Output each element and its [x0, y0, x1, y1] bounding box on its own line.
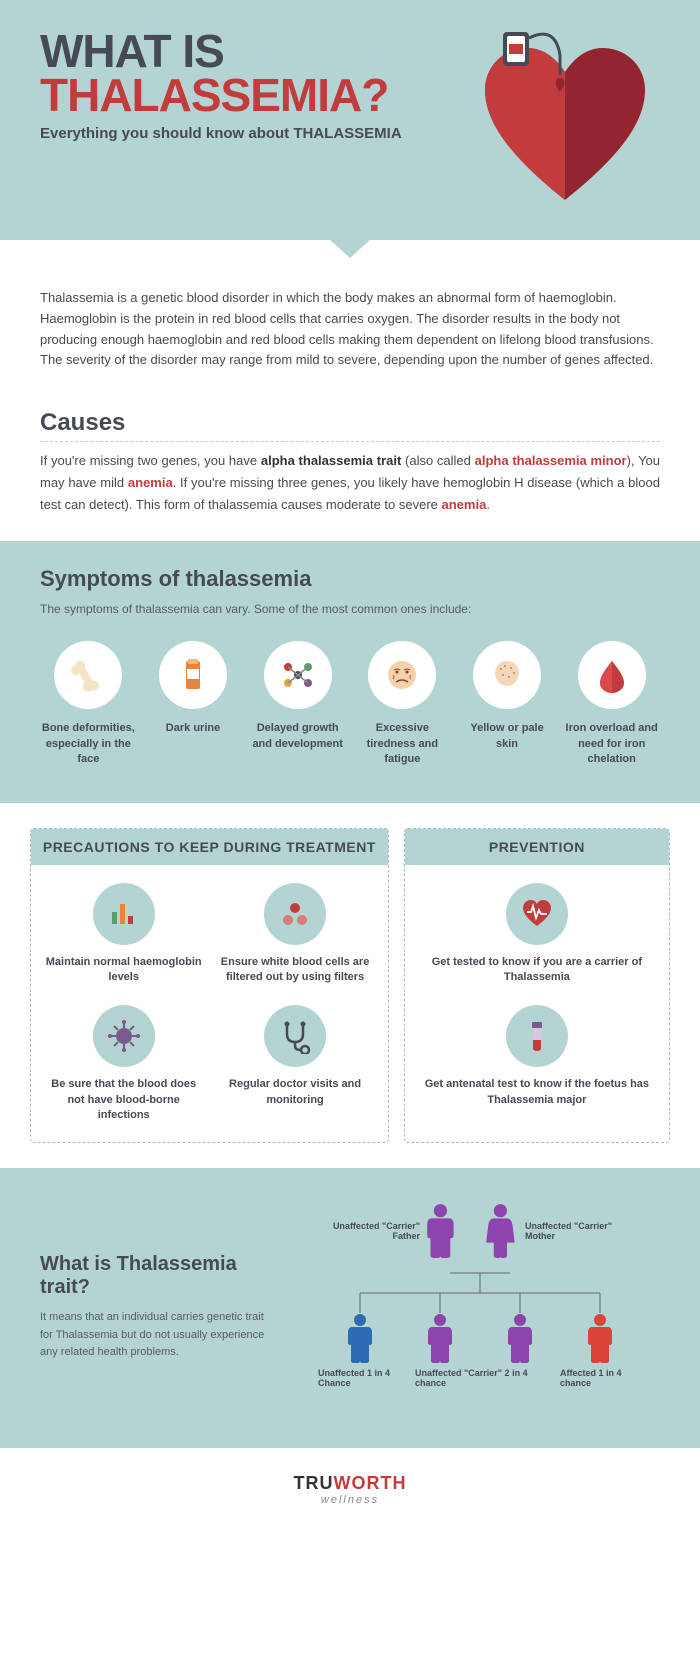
skin-icon: [473, 641, 541, 709]
item-label: Get tested to know if you are a carrier …: [417, 955, 657, 986]
hero-section: WHAT IS THALASSEMIA? Everything you shou…: [0, 0, 700, 240]
prevention-grid: Get tested to know if you are a carrier …: [417, 883, 657, 1109]
prev-grid-item: Get tested to know if you are a carrier …: [417, 883, 657, 986]
sym-grid-item: Delayed growth and development: [249, 641, 346, 767]
footer-logo: TRUWORTH wellness: [0, 1448, 700, 1531]
sym-grid-item: Iron overload and need for iron chelatio…: [563, 641, 660, 767]
symptoms-grid: Bone deformities, especially in the face…: [40, 641, 660, 767]
symptoms-section: Symptoms of thalassemia The symptoms of …: [0, 541, 700, 802]
logo-wellness: wellness: [25, 1494, 675, 1506]
item-label: Dark urine: [145, 721, 242, 736]
item-label: Ensure white blood cells are filtered ou…: [214, 955, 375, 986]
item-label: Yellow or pale skin: [459, 721, 556, 752]
boxes-row: PRECAUTIONS TO KEEP DURING TREATMENT Mai…: [0, 803, 700, 1168]
sym-grid-item: Bone deformities, especially in the face: [40, 641, 137, 767]
item-label: Iron overload and need for iron chelatio…: [563, 721, 660, 767]
title-line2: THALASSEMIA?: [40, 69, 388, 121]
item-label: Maintain normal haemoglobin levels: [43, 955, 204, 986]
logo-worth: WORTH: [334, 1473, 407, 1493]
causes-text: If you're missing two genes, you have al…: [0, 450, 700, 541]
trait-text: It means that an individual carries gene…: [40, 1309, 270, 1362]
item-label: Delayed growth and development: [249, 721, 346, 752]
item-label: Be sure that the blood does not have blo…: [43, 1077, 204, 1123]
growth-icon: [264, 641, 332, 709]
symptoms-sub: The symptoms of thalassemia can vary. So…: [40, 602, 660, 616]
trait-title: What is Thalassemia trait?: [40, 1253, 270, 1299]
tube-icon: [506, 1005, 568, 1067]
precautions-box: PRECAUTIONS TO KEEP DURING TREATMENT Mai…: [30, 828, 389, 1143]
sym-grid-item: Yellow or pale skin: [459, 641, 556, 767]
trait-section: What is Thalassemia trait? It means that…: [0, 1168, 700, 1448]
prevention-box: PREVENTION Get tested to know if you are…: [404, 828, 670, 1143]
bone-icon: [54, 641, 122, 709]
tired-icon: [368, 641, 436, 709]
trait-diagram: Unaffected "Carrier" FatherUnaffected "C…: [300, 1203, 660, 1413]
hearttest-icon: [506, 883, 568, 945]
precautions-title: PRECAUTIONS TO KEEP DURING TREATMENT: [31, 829, 388, 865]
sym-grid-item: Dark urine: [145, 641, 242, 767]
item-label: Excessive tiredness and fatigue: [354, 721, 451, 767]
trait-text-block: What is Thalassemia trait? It means that…: [40, 1253, 270, 1362]
prec-grid-item: Be sure that the blood does not have blo…: [43, 1005, 204, 1123]
prev-grid-item: Get antenatal test to know if the foetus…: [417, 1005, 657, 1108]
bars-icon: [93, 883, 155, 945]
precautions-grid: Maintain normal haemoglobin levels Ensure…: [43, 883, 376, 1124]
item-label: Bone deformities, especially in the face: [40, 721, 137, 767]
virus-icon: [93, 1005, 155, 1067]
urine-icon: [159, 641, 227, 709]
prevention-title: PREVENTION: [405, 829, 669, 865]
intro-text: Thalassemia is a genetic blood disorder …: [0, 258, 700, 391]
prec-grid-item: Maintain normal haemoglobin levels: [43, 883, 204, 986]
steth-icon: [264, 1005, 326, 1067]
item-label: Regular doctor visits and monitoring: [214, 1077, 375, 1108]
blood-heart-icon: [465, 30, 665, 210]
causes-title: Causes: [40, 409, 660, 442]
symptoms-title: Symptoms of thalassemia: [40, 566, 660, 592]
cells-icon: [264, 883, 326, 945]
prec-grid-item: Ensure white blood cells are filtered ou…: [214, 883, 375, 986]
sym-grid-item: Excessive tiredness and fatigue: [354, 641, 451, 767]
prec-grid-item: Regular doctor visits and monitoring: [214, 1005, 375, 1123]
iron-icon: [578, 641, 646, 709]
logo-tru: TRU: [294, 1473, 334, 1493]
hero-triangle: [330, 240, 370, 258]
item-label: Get antenatal test to know if the foetus…: [417, 1077, 657, 1108]
